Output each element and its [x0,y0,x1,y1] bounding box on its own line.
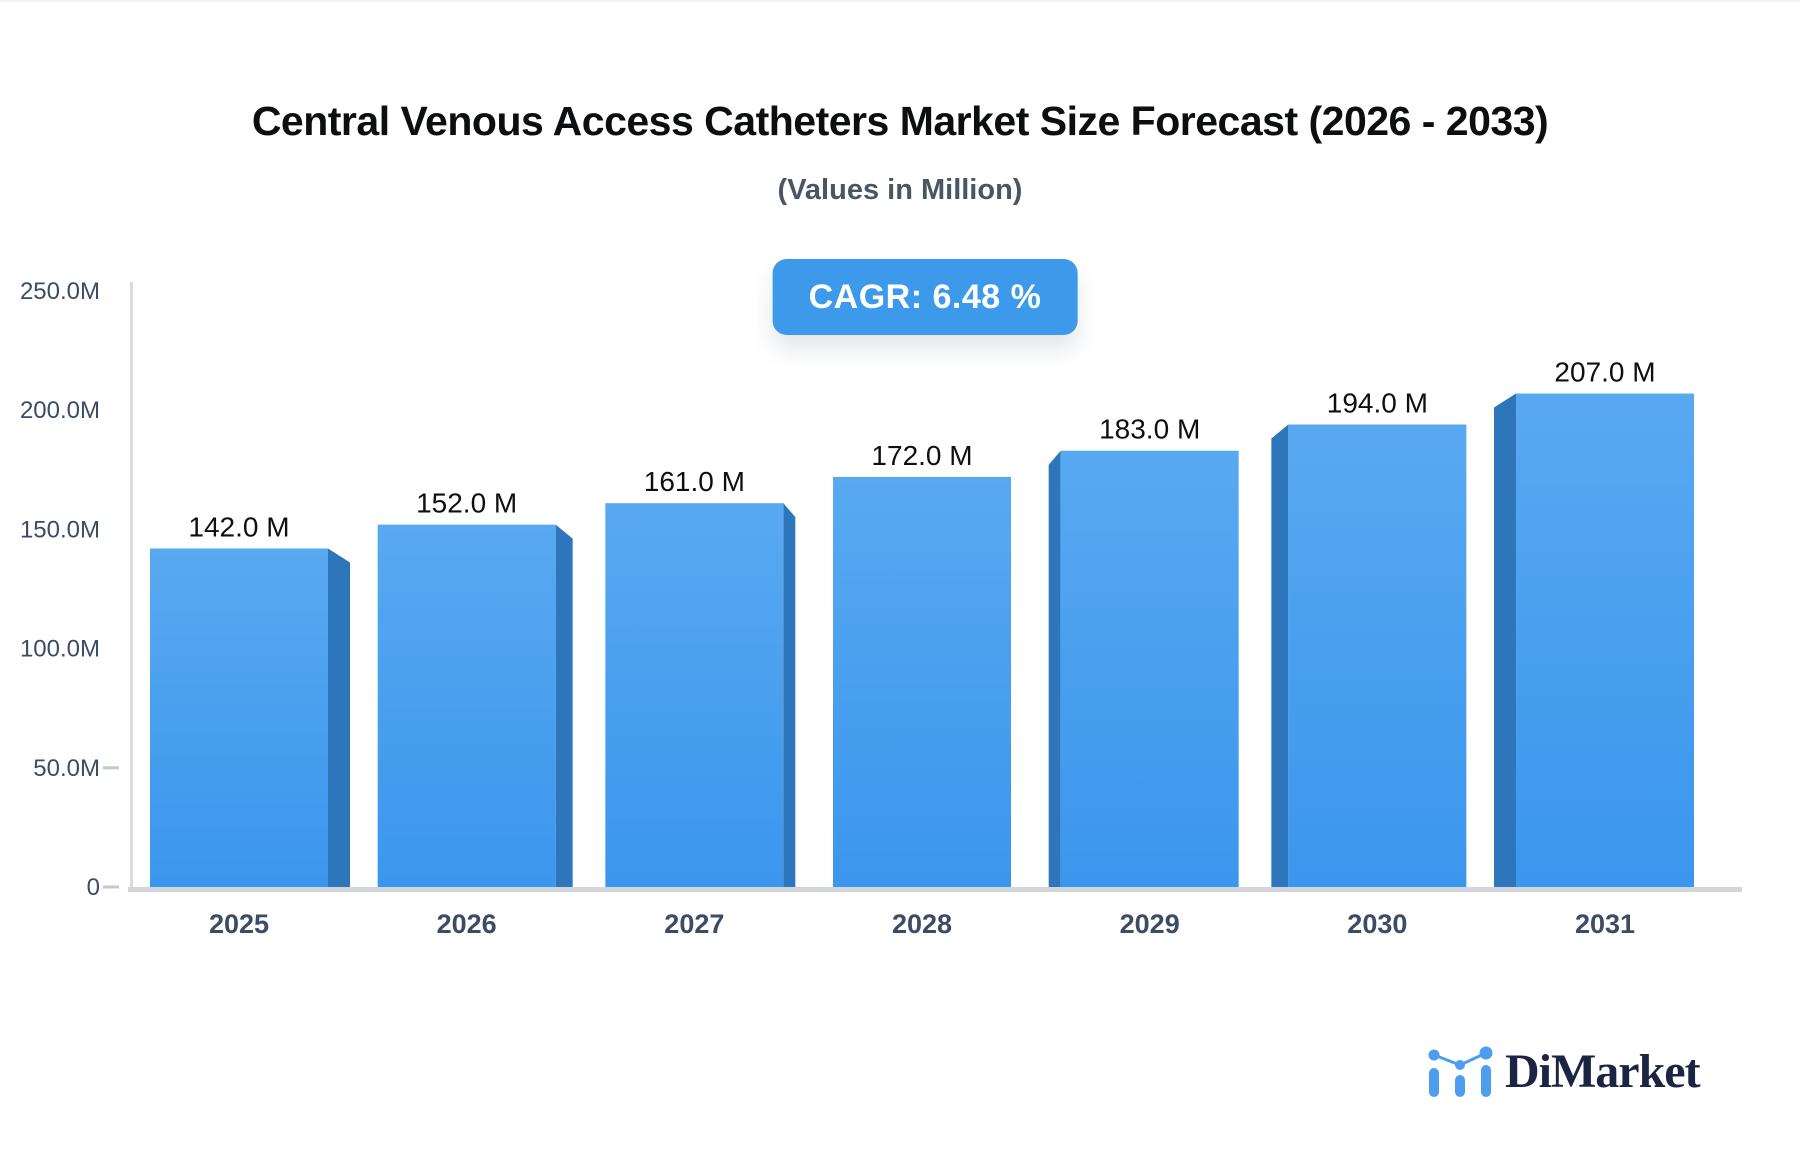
bar-front-face [1516,393,1695,887]
bar-2030: 194.0 M 2030 [1271,388,1467,939]
x-category-label: 2025 [209,909,269,939]
bar-front-face [833,476,1012,887]
x-category-label: 2029 [1120,909,1180,939]
bar-2028: 172.0 M 2028 [833,440,1012,939]
bar-2026: 152.0 M 2026 [377,488,573,939]
bar-front-face [1060,450,1239,887]
bar-value-label: 172.0 M [871,440,972,471]
bar-front-face [150,548,328,887]
dimarket-logo-text: DiMarket [1505,1045,1701,1098]
x-category-label: 2030 [1347,909,1407,939]
chart-subtitle: (Values in Million) [777,174,1023,206]
bar-value-label: 161.0 M [644,466,745,497]
cagr-badge: CAGR: 6.48 % [772,259,1078,335]
bar-value-label: 194.0 M [1327,388,1428,419]
bar-2025: 142.0 M 2025 [150,511,350,939]
bar-2029: 183.0 M 2029 [1048,414,1239,939]
bar-value-label: 142.0 M [188,511,289,542]
y-tick-label: 50.0M [33,755,100,782]
bar-side-face [1048,450,1061,887]
y-tick-label: 0 [87,874,100,901]
x-category-label: 2027 [664,909,724,939]
bar-front-face [1288,424,1467,887]
x-category-label: 2031 [1575,909,1635,939]
bar-value-label: 152.0 M [416,488,517,519]
y-tick-label: 150.0M [20,516,100,543]
dimarket-logo: DiMarket [1427,1045,1701,1098]
bar-value-label: 183.0 M [1099,414,1200,445]
bar-side-face [1494,393,1517,887]
bar-side-face [555,524,573,887]
y-tick-label: 100.0M [20,636,100,663]
mini-bar-line-chart-icon [1428,1046,1493,1097]
bar-2031: 207.0 M 2031 [1494,357,1695,939]
bar-2027: 161.0 M 2027 [605,466,796,939]
bar-front-face [377,524,556,887]
bar-side-face [328,548,350,887]
x-category-label: 2026 [437,909,497,939]
bar-front-face [605,503,784,887]
y-tick-label: 250.0M [20,278,100,305]
bar-side-face [1271,424,1289,887]
y-tick-label: 200.0M [20,397,100,424]
bar-side-face [783,503,796,887]
bar-value-label: 207.0 M [1554,357,1655,388]
x-category-label: 2028 [892,909,952,939]
chart-title: Central Venous Access Catheters Market S… [251,98,1549,144]
